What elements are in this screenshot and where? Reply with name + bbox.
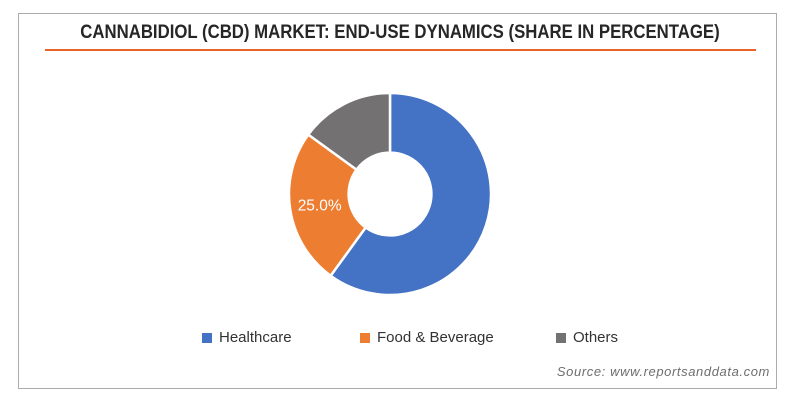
legend-label-others: Others (573, 329, 619, 346)
donut-slice-healthcare (328, 91, 493, 297)
chart-frame-border (18, 13, 777, 389)
legend-swatch-others (556, 332, 566, 343)
legend-swatch-food-beverage (360, 332, 370, 343)
legend-label-healthcare: Healthcare (219, 329, 292, 346)
chart-title: CANNABIDIOL (CBD) MARKET: END-USE DYNAMI… (80, 21, 720, 43)
donut-slice-others (306, 91, 392, 172)
donut-slice-food-beverage (287, 132, 368, 278)
source-attribution: Source: www.reportsanddata.com (556, 364, 770, 379)
legend-item-healthcare: Healthcare (202, 329, 292, 346)
legend-swatch-healthcare (202, 332, 212, 343)
legend-label-food-beverage: Food & Beverage (377, 329, 494, 346)
title-underline-rule (45, 49, 756, 51)
data-label-food-beverage: 25.0% (298, 198, 342, 215)
legend-item-others: Others (556, 329, 618, 346)
legend-item-food-beverage: Food & Beverage (360, 329, 494, 346)
